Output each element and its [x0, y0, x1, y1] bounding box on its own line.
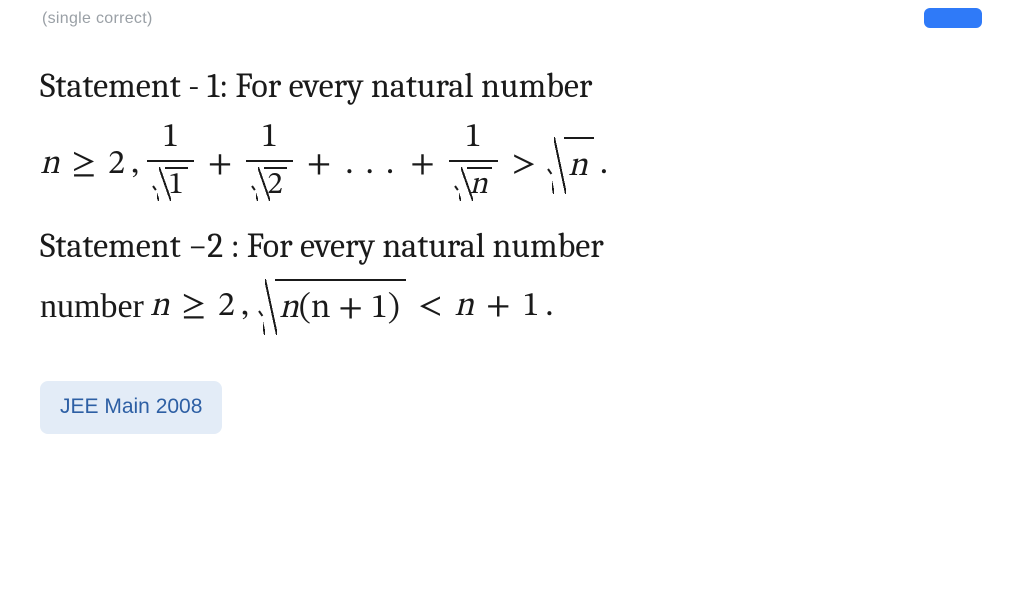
- statement-1-text: Statement - 1: For every natural number: [40, 60, 984, 113]
- partial-header-text: (single correct): [42, 10, 153, 28]
- fraction-term-1: 1 1: [147, 119, 193, 212]
- math-var-n: n: [454, 281, 474, 334]
- math-op-plus: +: [202, 139, 238, 192]
- math-period: .: [545, 281, 553, 334]
- math-op-gt: >: [506, 139, 542, 192]
- math-num-2: 2: [218, 281, 235, 334]
- math-op-plus: +: [301, 139, 337, 192]
- math-var-n: n: [40, 139, 60, 192]
- fraction-bar: [246, 160, 292, 162]
- sqrt-icon: 2: [252, 167, 286, 201]
- math-var-n: n: [150, 281, 170, 334]
- statement-2-suffix: : For every natural number: [231, 226, 604, 266]
- sqrt-icon: 1: [153, 167, 187, 201]
- radicand-n-rhs: n: [564, 137, 594, 194]
- cropped-header-row: (single correct): [40, 0, 984, 28]
- radicand-part-paren: (n + 1): [299, 292, 400, 326]
- fraction-numerator: 1: [255, 119, 284, 157]
- fraction-bar: [147, 160, 193, 162]
- math-period: .: [600, 139, 608, 192]
- fraction-numerator: 1: [459, 119, 488, 157]
- fraction-numerator: 1: [156, 119, 185, 157]
- sqrt-icon: n: [548, 137, 594, 194]
- math-op-plus: +: [404, 139, 440, 192]
- math-num-1: 1: [522, 281, 539, 334]
- question-page: (single correct) Statement - 1: For ever…: [0, 0, 1024, 608]
- statement-1-math: n ≥ 2, 1 1 + 1: [40, 119, 984, 212]
- math-op-ge: ≥: [66, 139, 102, 192]
- statement-2-text-line1: Statement −2 : For every natural number: [40, 220, 984, 273]
- math-comma: ,: [131, 139, 139, 192]
- math-op-lt: <: [412, 281, 448, 334]
- fraction-term-2: 1 2: [246, 119, 292, 212]
- statement-2-math: number n ≥ 2, n(n + 1) < n + 1.: [40, 279, 984, 336]
- radicand-n-nplus1: n(n + 1): [275, 279, 406, 336]
- statement-2-index: −2: [188, 226, 223, 266]
- question-content: Statement - 1: For every natural number …: [40, 28, 984, 434]
- fraction-bar: [449, 160, 498, 162]
- statement-2-prefix: Statement: [40, 226, 181, 266]
- radicand-part-n: n: [279, 292, 299, 326]
- math-op-plus: +: [480, 281, 516, 334]
- sqrt-icon: n: [455, 167, 492, 201]
- exam-source-badge[interactable]: JEE Main 2008: [40, 381, 222, 434]
- math-comma: ,: [241, 281, 249, 334]
- fraction-term-n: 1 n: [449, 119, 498, 212]
- math-op-ge: ≥: [175, 281, 211, 334]
- math-ellipsis: . . .: [343, 139, 398, 192]
- statement-2-word-number: number: [40, 281, 144, 334]
- sqrt-icon: n(n + 1): [259, 279, 406, 336]
- header-action-button[interactable]: [924, 8, 982, 28]
- math-num-2: 2: [108, 139, 125, 192]
